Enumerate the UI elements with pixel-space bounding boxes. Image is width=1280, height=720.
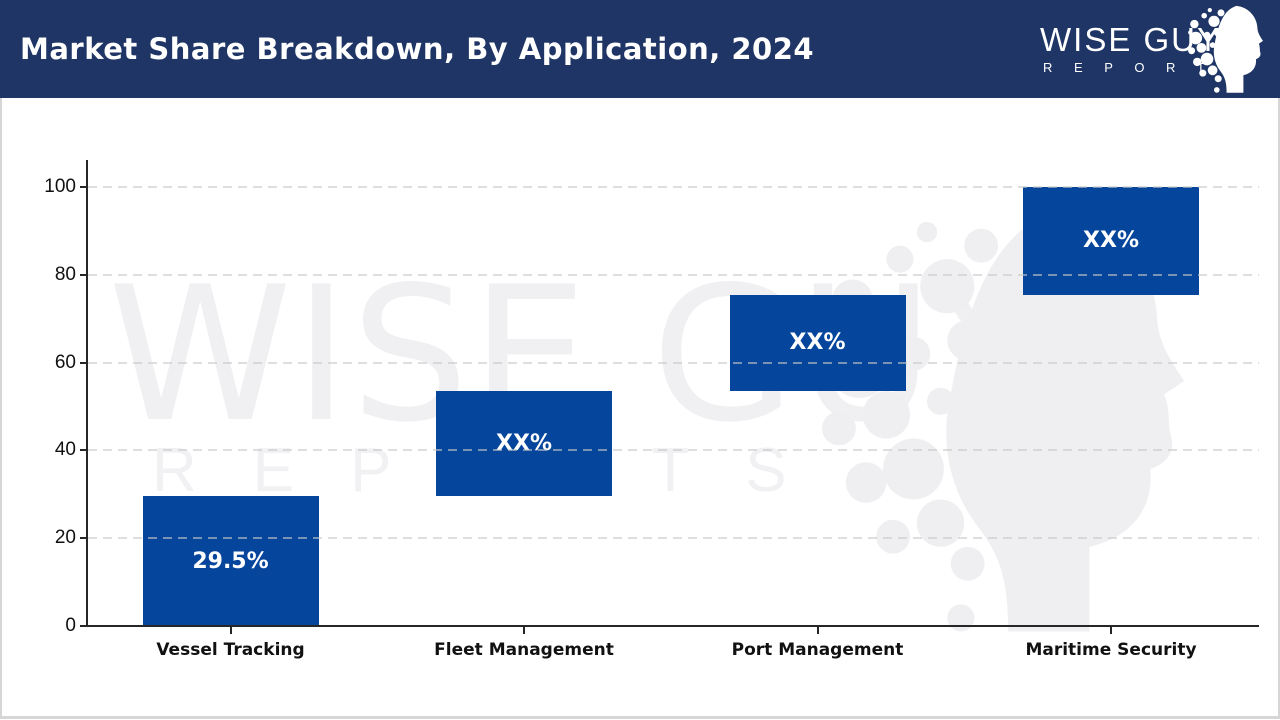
- x-category-label: Port Management: [731, 640, 904, 660]
- x-tick-mark: [523, 627, 525, 634]
- y-tick-mark: [80, 186, 88, 188]
- bar-value-label: XX%: [496, 431, 552, 457]
- gridline-y-20: [88, 537, 1259, 540]
- y-tick-mark: [80, 449, 88, 452]
- gridline-y-60: [88, 361, 1259, 364]
- gridline-y-100: [88, 186, 1259, 188]
- y-tick-label: 40: [54, 439, 76, 461]
- x-axis-spine: [86, 625, 1259, 627]
- gridline-y-40: [88, 449, 1259, 452]
- y-tick-mark: [80, 273, 88, 276]
- y-tick-label: 100: [44, 176, 76, 197]
- y-axis-spine: [86, 160, 88, 627]
- face-profile-dots-icon: [1186, 4, 1270, 96]
- bar-maritime-security: XX%: [1023, 187, 1199, 295]
- bar-value-label: XX%: [1083, 228, 1139, 254]
- y-tick-mark: [80, 625, 88, 627]
- header: Market Share Breakdown, By Application, …: [0, 0, 1280, 98]
- x-tick-mark: [1110, 627, 1112, 634]
- x-category-label: Maritime Security: [1025, 640, 1197, 660]
- x-category-label: Fleet Management: [434, 640, 614, 660]
- brand-subname: R E P O R T S: [1043, 60, 1244, 75]
- y-tick-label: 0: [65, 615, 76, 636]
- x-tick-mark: [229, 627, 232, 634]
- bar-value-label: 29.5%: [192, 548, 269, 574]
- watermark-face-profile-dots-icon: [745, 205, 1280, 645]
- brand-logo: WISE GUY R E P O R T S: [1040, 22, 1270, 92]
- bar-port-management: XX%: [729, 294, 906, 392]
- gridline-y-80: [88, 273, 1259, 276]
- y-tick-label: 60: [54, 351, 76, 373]
- y-tick-label: 20: [54, 527, 76, 549]
- y-tick-mark: [80, 537, 88, 540]
- chart-title: Market Share Breakdown, By Application, …: [20, 32, 815, 66]
- y-tick-mark: [80, 361, 88, 364]
- x-category-label: Vessel Tracking: [156, 640, 305, 660]
- bar-value-label: XX%: [789, 330, 846, 356]
- x-tick-mark: [816, 627, 819, 634]
- bar-fleet-management: XX%: [436, 391, 612, 497]
- y-tick-label: 80: [54, 263, 76, 285]
- bar-vessel-tracking: 29.5%: [142, 496, 319, 626]
